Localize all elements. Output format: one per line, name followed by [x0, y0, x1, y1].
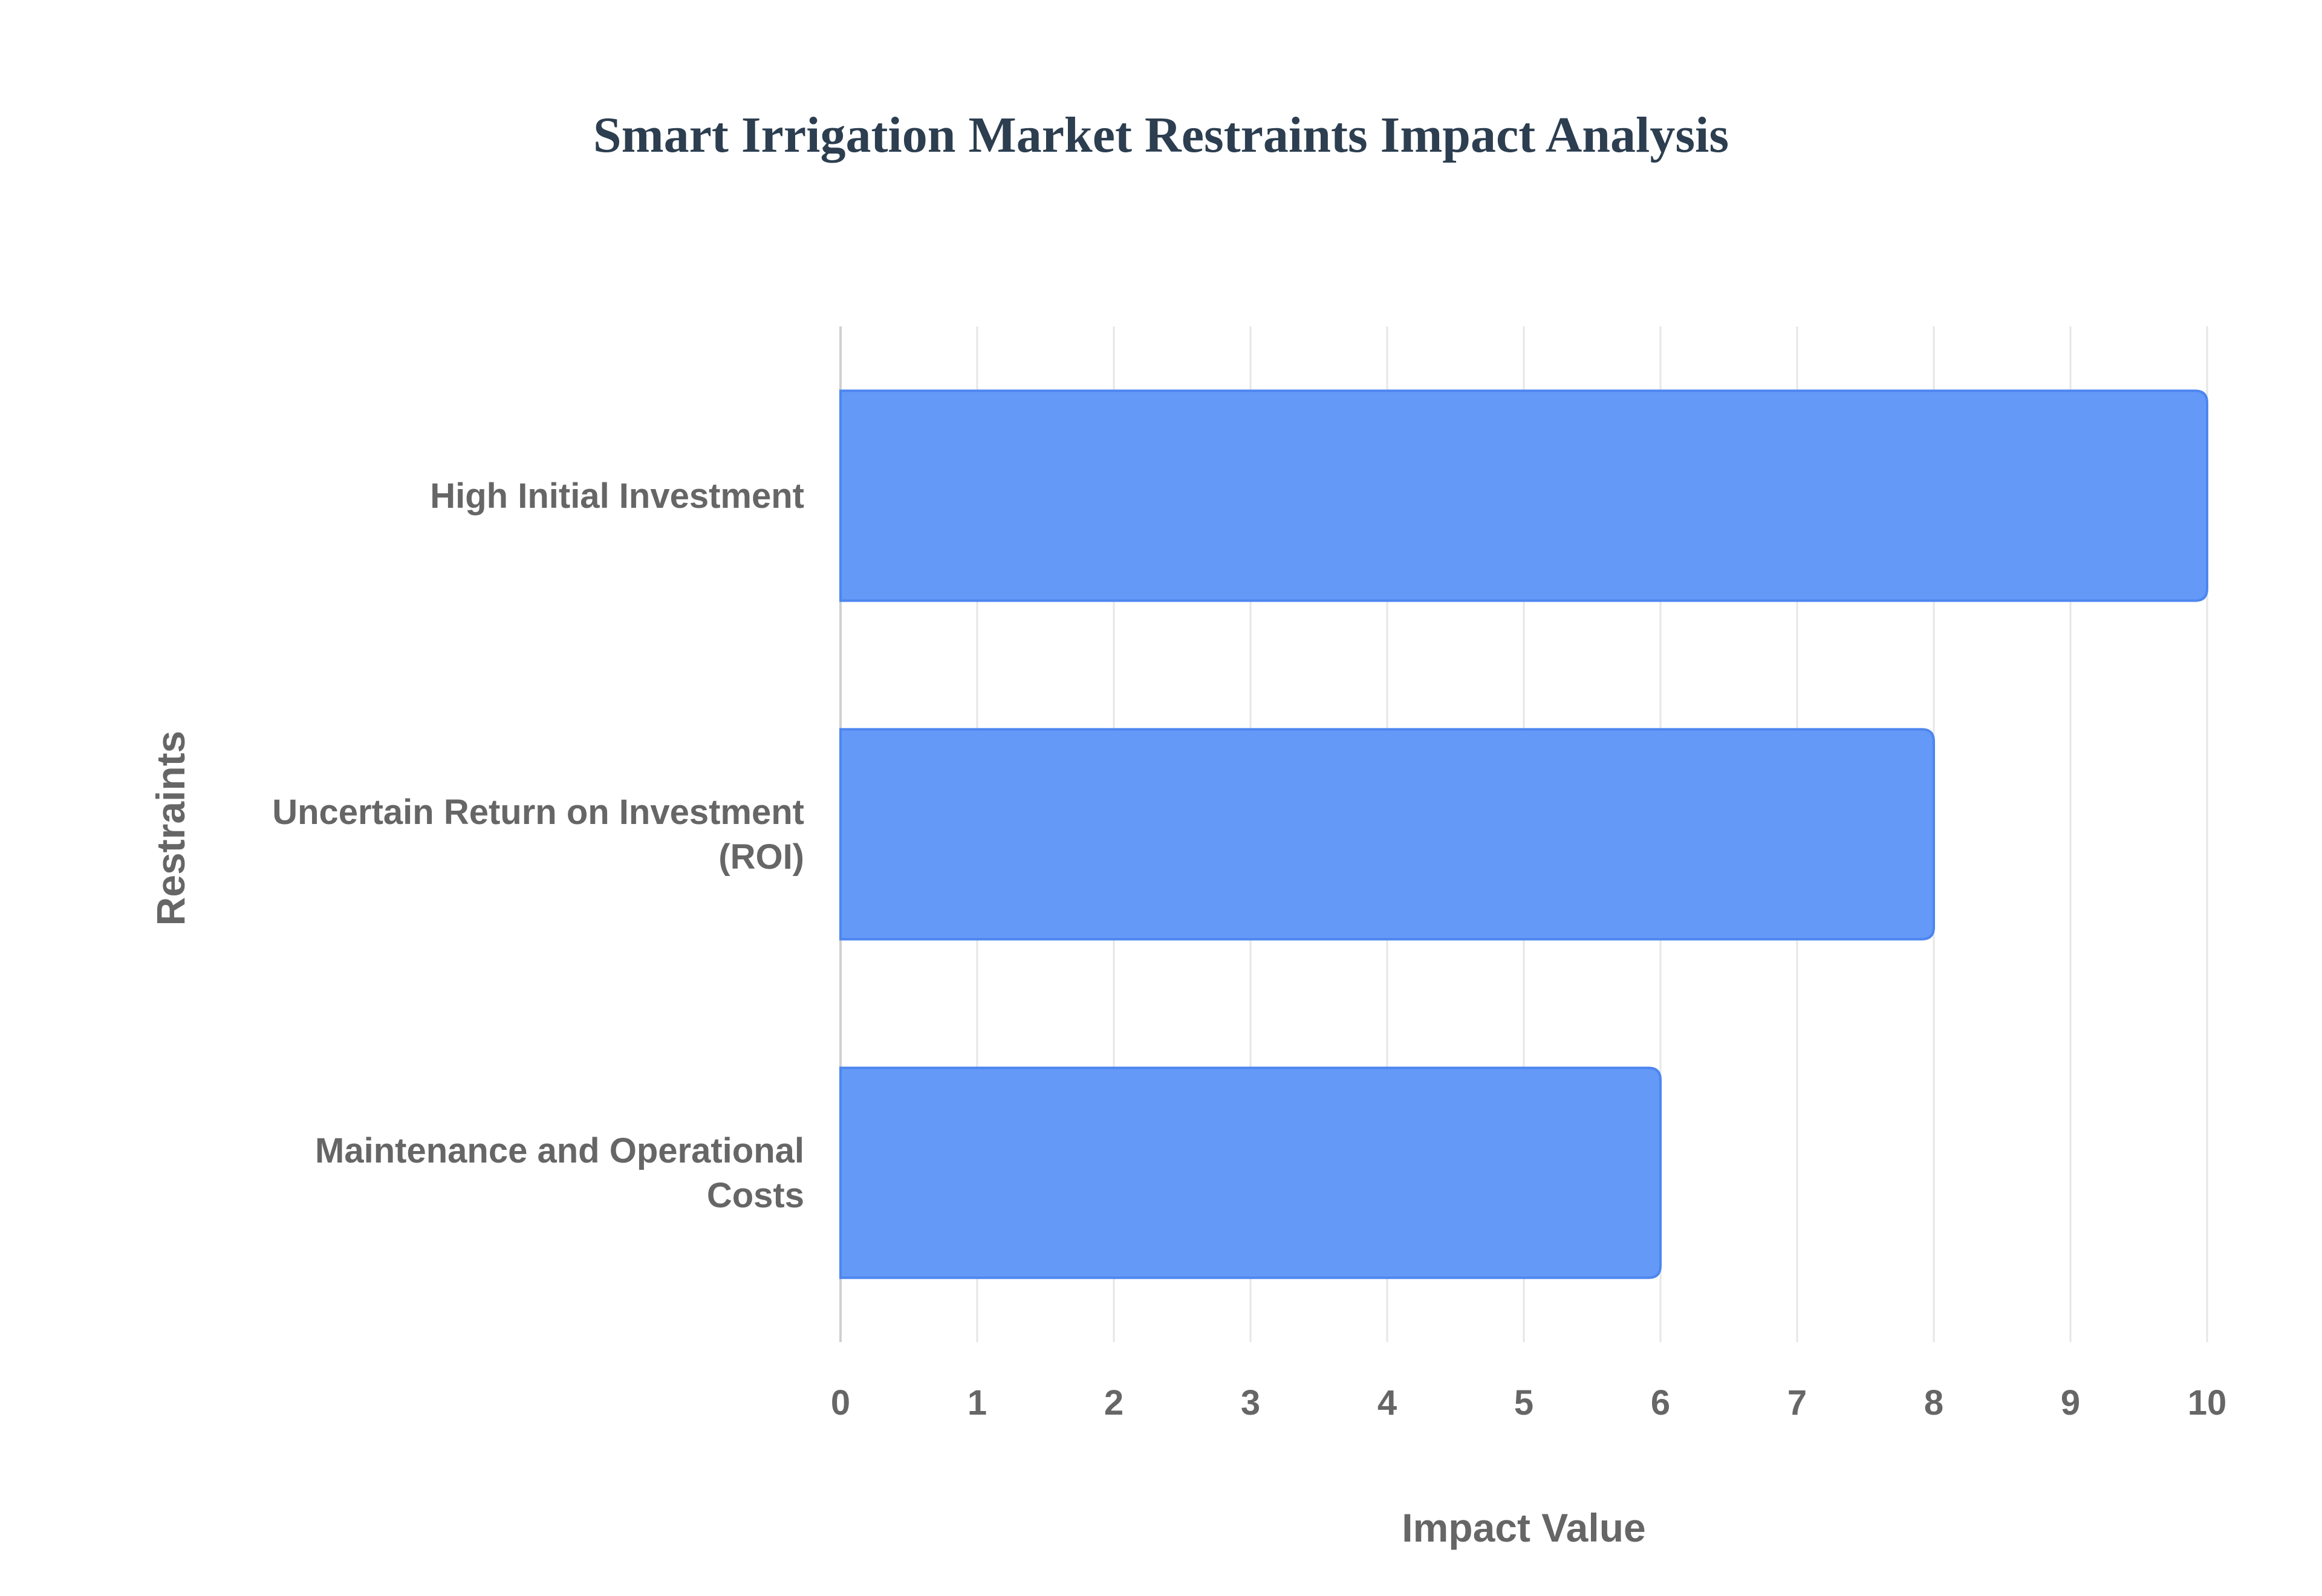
category-label: High Initial Investment	[430, 476, 804, 516]
x-tick-label: 9	[2061, 1383, 2080, 1422]
x-tick-label: 2	[1104, 1383, 1124, 1422]
x-axis-ticks: 0 1 2 3 4 5 6 7 8 9 10	[831, 1383, 2226, 1422]
x-tick-label: 7	[1787, 1383, 1807, 1422]
category-label: Maintenance and Operational Costs	[315, 1131, 804, 1215]
bars	[839, 389, 2208, 1279]
bar[interactable]	[839, 389, 2208, 602]
chart-title: Smart Irrigation Market Restraints Impac…	[593, 107, 1729, 163]
x-tick-label: 10	[2188, 1383, 2227, 1422]
category-label: Uncertain Return on Investment (ROI)	[272, 793, 804, 877]
bar[interactable]	[839, 728, 1935, 941]
x-tick-label: 6	[1651, 1383, 1670, 1422]
x-tick-label: 1	[968, 1383, 987, 1422]
y-axis-title: Restraints	[148, 731, 193, 926]
y-axis-categories: High Initial Investment Uncertain Return …	[272, 476, 804, 1215]
x-axis-title: Impact Value	[1402, 1505, 1646, 1550]
x-tick-label: 0	[831, 1383, 850, 1422]
x-tick-label: 5	[1514, 1383, 1533, 1422]
bar[interactable]	[839, 1066, 1662, 1279]
x-tick-label: 8	[1924, 1383, 1943, 1422]
x-tick-label: 3	[1241, 1383, 1260, 1422]
x-tick-label: 4	[1377, 1383, 1397, 1422]
